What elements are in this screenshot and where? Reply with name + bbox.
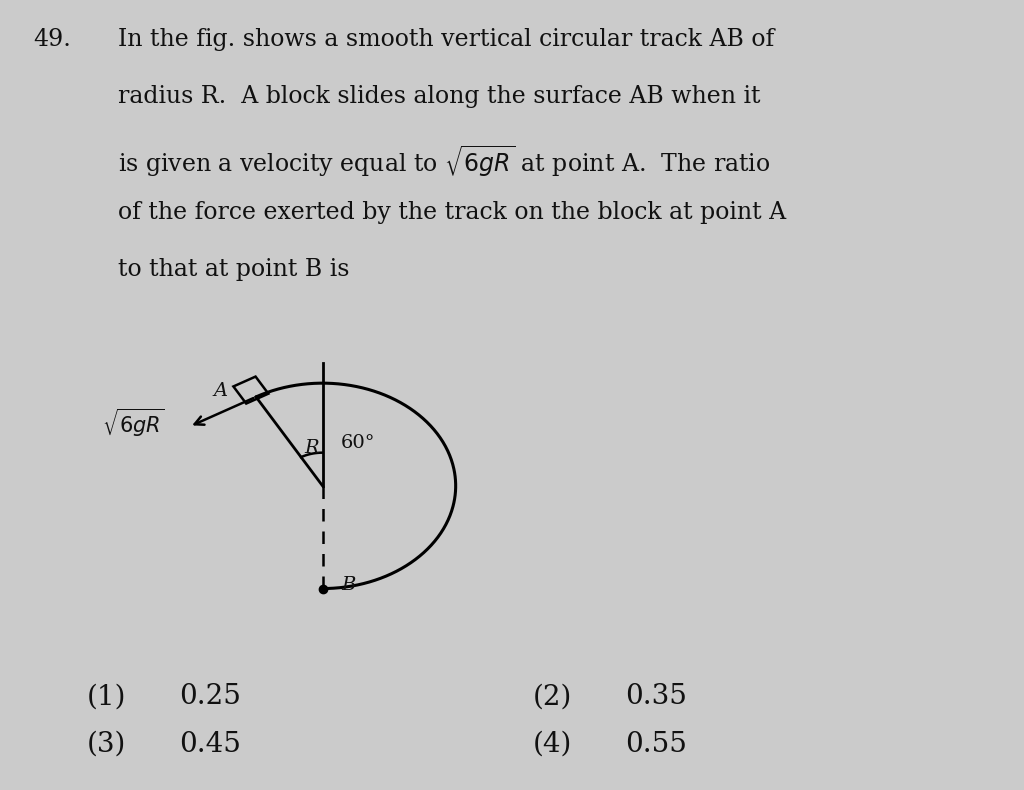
Text: (4): (4) bbox=[532, 731, 571, 758]
Text: In the fig. shows a smooth vertical circular track AB of: In the fig. shows a smooth vertical circ… bbox=[118, 28, 774, 51]
Text: radius R.  A block slides along the surface AB when it: radius R. A block slides along the surfa… bbox=[118, 85, 760, 108]
Text: (2): (2) bbox=[532, 683, 571, 710]
Text: to that at point B is: to that at point B is bbox=[118, 258, 349, 281]
Text: is given a velocity equal to $\sqrt{6gR}$ at point A.  The ratio: is given a velocity equal to $\sqrt{6gR}… bbox=[118, 143, 770, 179]
Text: (1): (1) bbox=[87, 683, 127, 710]
Text: 49.: 49. bbox=[33, 28, 71, 51]
Text: $\sqrt{6gR}$: $\sqrt{6gR}$ bbox=[101, 406, 165, 438]
Text: A: A bbox=[213, 382, 227, 400]
Text: B: B bbox=[341, 576, 355, 593]
Text: of the force exerted by the track on the block at point A: of the force exerted by the track on the… bbox=[118, 201, 785, 224]
Text: 0.35: 0.35 bbox=[625, 683, 686, 710]
Text: R: R bbox=[305, 438, 319, 457]
Text: 0.25: 0.25 bbox=[179, 683, 241, 710]
Text: 0.55: 0.55 bbox=[625, 731, 686, 758]
Text: (3): (3) bbox=[87, 731, 126, 758]
Text: 0.45: 0.45 bbox=[179, 731, 241, 758]
Text: 60°: 60° bbox=[341, 434, 376, 452]
